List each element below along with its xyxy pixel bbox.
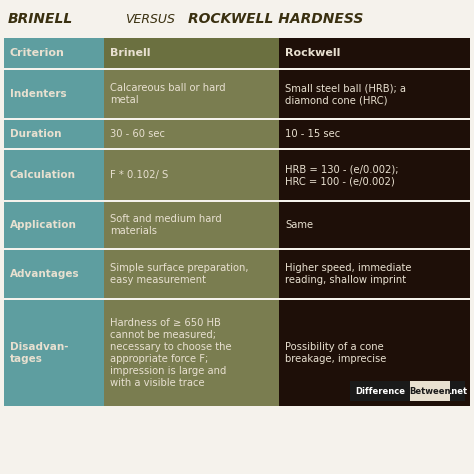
Text: Possibility of a cone
breakage, imprecise: Possibility of a cone breakage, imprecis… [285,342,386,364]
Text: Indenters: Indenters [10,89,67,99]
Bar [279,120,470,148]
Text: Application: Application [10,220,77,230]
Bar [350,381,410,401]
Bar [4,38,104,68]
Text: Calculation: Calculation [10,170,76,180]
Bar [4,70,104,118]
Text: .net: .net [448,386,467,395]
Bar [279,250,470,298]
Bar [4,150,104,200]
Text: Advantages: Advantages [10,269,80,279]
Bar [279,300,470,406]
Text: 30 - 60 sec: 30 - 60 sec [110,129,165,139]
Bar [104,202,279,248]
Text: Hardness of ≥ 650 HB
cannot be measured;
necessary to choose the
appropriate for: Hardness of ≥ 650 HB cannot be measured;… [110,318,232,388]
Bar [104,150,279,200]
Text: ROCKWELL HARDNESS: ROCKWELL HARDNESS [188,12,364,26]
Text: Between: Between [409,386,451,395]
Bar [104,38,279,68]
Text: Same: Same [285,220,313,230]
Bar [450,381,465,401]
Text: F * 0.102/ S: F * 0.102/ S [110,170,168,180]
Text: 10 - 15 sec: 10 - 15 sec [285,129,340,139]
Bar [279,202,470,248]
Bar [4,120,104,148]
Bar [279,150,470,200]
Bar [279,38,470,68]
Text: Difference: Difference [355,386,405,395]
Bar [4,202,104,248]
Bar [104,120,279,148]
Text: HRB = 130 - (e/0.002);
HRC = 100 - (e/0.002): HRB = 130 - (e/0.002); HRC = 100 - (e/0.… [285,164,399,186]
Text: Criterion: Criterion [10,48,65,58]
Bar [279,70,470,118]
Text: Brinell: Brinell [110,48,151,58]
Text: Soft and medium hard
materials: Soft and medium hard materials [110,214,222,236]
Text: VERSUS: VERSUS [125,12,175,26]
Text: Calcareous ball or hard
metal: Calcareous ball or hard metal [110,83,226,105]
Text: Simple surface preparation,
easy measurement: Simple surface preparation, easy measure… [110,263,249,285]
Text: Disadvan-
tages: Disadvan- tages [10,342,69,364]
Bar [410,381,450,401]
Text: Small steel ball (HRB); a
diamond cone (HRC): Small steel ball (HRB); a diamond cone (… [285,83,406,105]
Bar [104,70,279,118]
Text: Duration: Duration [10,129,62,139]
Bar [104,250,279,298]
Text: Higher speed, immediate
reading, shallow imprint: Higher speed, immediate reading, shallow… [285,263,411,285]
Bar [4,250,104,298]
Text: Rockwell: Rockwell [285,48,340,58]
Bar [4,300,104,406]
Bar [104,300,279,406]
Text: BRINELL: BRINELL [8,12,73,26]
